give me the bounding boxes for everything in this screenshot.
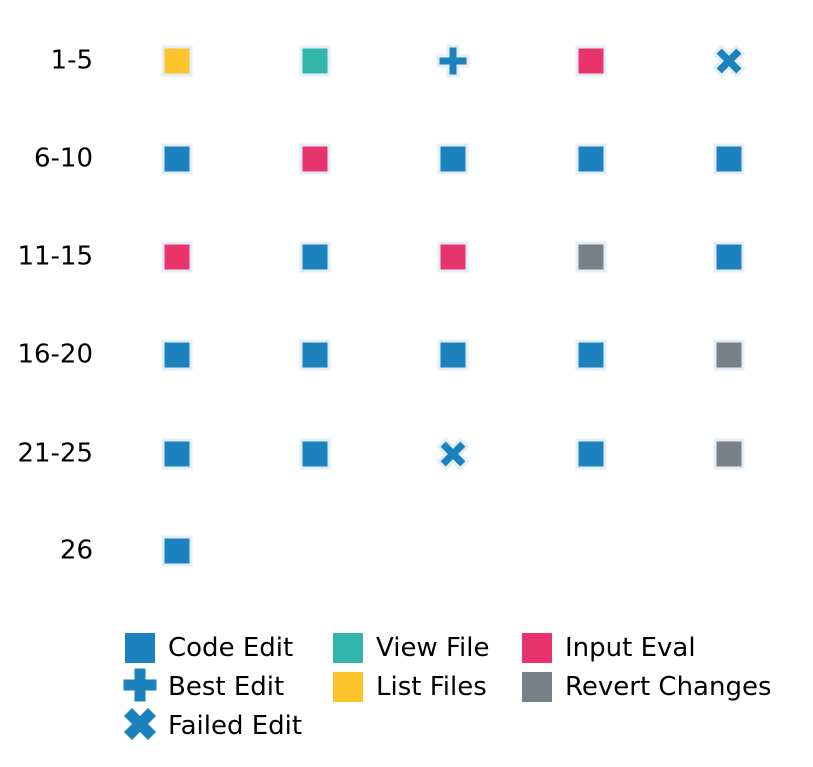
legend-column: Input Eval Revert Changes (522, 633, 772, 711)
marker-code-edit (578, 441, 604, 467)
swatch-cell (123, 668, 157, 702)
legend-label: View File (376, 633, 490, 663)
swatch-cell (333, 672, 363, 702)
legend-item-view-file: View File (333, 633, 489, 663)
marker-view-file (302, 48, 328, 74)
swatch-cell (123, 707, 157, 741)
marker-code-edit (716, 146, 742, 172)
marker-revert-changes (716, 342, 742, 368)
swatch-cell (522, 633, 552, 663)
marker-code-edit (164, 441, 190, 467)
marker-revert-changes (716, 441, 742, 467)
marker-code-edit (716, 244, 742, 270)
row-label: 1-5 (50, 45, 93, 76)
legend-item-list-files: List Files (333, 672, 489, 702)
marker-best-edit (433, 41, 473, 81)
marker-code-edit (302, 441, 328, 467)
marker-input-eval (578, 48, 604, 74)
marker-input-eval (302, 146, 328, 172)
code-edit-swatch (125, 633, 155, 663)
view-file-swatch (333, 633, 363, 663)
marker-input-eval (164, 244, 190, 270)
marker-list-files (164, 48, 190, 74)
legend-label: Best Edit (168, 672, 285, 702)
input-eval-swatch (522, 633, 552, 663)
row-label: 11-15 (17, 241, 93, 272)
row-label: 21-25 (17, 438, 93, 469)
legend-label: Code Edit (168, 633, 294, 663)
best-edit-swatch (118, 663, 162, 711)
legend-item-failed-edit: Failed Edit (123, 707, 303, 741)
legend-item-input-eval: Input Eval (522, 633, 772, 663)
legend-label: Revert Changes (565, 672, 772, 702)
legend-label: Failed Edit (168, 711, 303, 741)
marker-input-eval (440, 244, 466, 270)
marker-code-edit (578, 146, 604, 172)
marker-revert-changes (578, 244, 604, 270)
failed-edit-swatch (118, 702, 162, 750)
row-label: 6-10 (33, 143, 93, 174)
marker-code-edit (164, 538, 190, 564)
marker-code-edit (302, 244, 328, 270)
marker-failed-edit (433, 434, 473, 474)
list-files-swatch (333, 672, 363, 702)
marker-code-edit (578, 342, 604, 368)
swatch-cell (522, 672, 552, 702)
marker-code-edit (440, 342, 466, 368)
legend-label: List Files (376, 672, 487, 702)
row-label: 16-20 (17, 339, 93, 370)
legend-column: Code Edit Best Edit Failed Edit (123, 633, 303, 750)
swatch-cell (125, 633, 155, 663)
marker-code-edit (164, 342, 190, 368)
legend-column: View File List Files (333, 633, 489, 711)
revert-changes-swatch (522, 672, 552, 702)
marker-code-edit (302, 342, 328, 368)
legend-item-revert-changes: Revert Changes (522, 672, 772, 702)
legend-label: Input Eval (565, 633, 696, 663)
legend-item-best-edit: Best Edit (123, 668, 302, 702)
marker-code-edit (440, 146, 466, 172)
marker-failed-edit (709, 41, 749, 81)
swatch-cell (333, 633, 363, 663)
row-label: 26 (59, 535, 93, 566)
legend-item-code-edit: Code Edit (125, 633, 302, 663)
marker-code-edit (164, 146, 190, 172)
